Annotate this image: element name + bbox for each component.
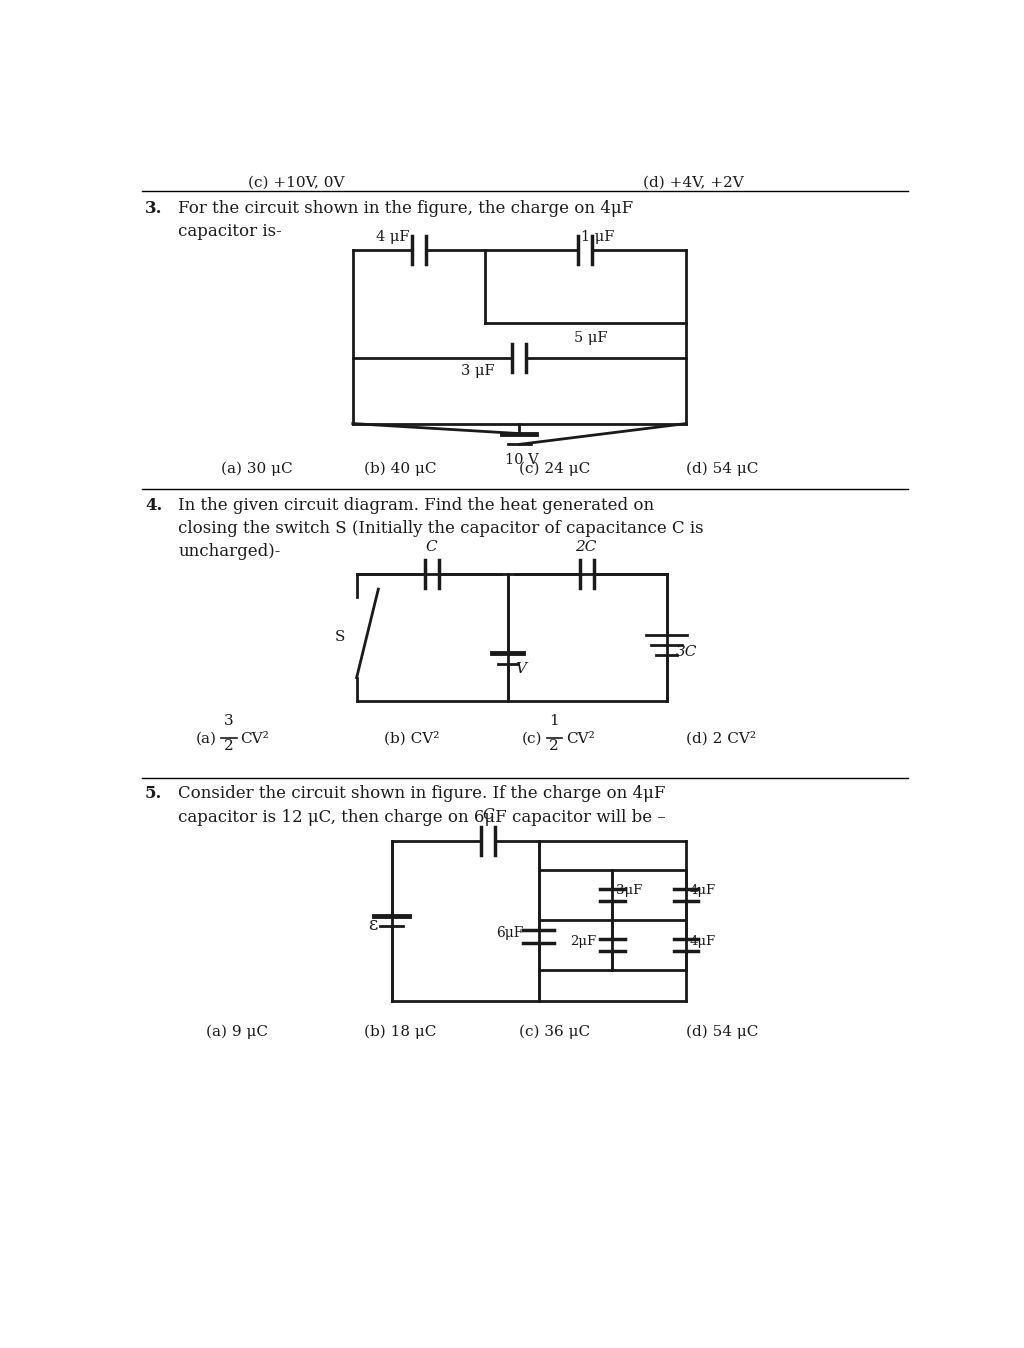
Text: (d) 54 μC: (d) 54 μC: [686, 462, 759, 476]
Text: (b) CV²: (b) CV²: [384, 732, 439, 745]
Text: 3.: 3.: [145, 201, 163, 217]
Text: uncharged)-: uncharged)-: [178, 543, 281, 559]
Text: CV²: CV²: [566, 732, 595, 745]
Text: 5.: 5.: [145, 786, 163, 802]
Text: capacitor is-: capacitor is-: [178, 224, 283, 240]
Text: 3μF: 3μF: [616, 884, 642, 898]
Text: (a): (a): [197, 732, 217, 745]
Text: 3: 3: [224, 713, 233, 728]
Text: (a) 30 μC: (a) 30 μC: [221, 462, 293, 476]
Text: ε: ε: [369, 915, 378, 934]
Text: 2: 2: [549, 739, 559, 754]
Text: S: S: [335, 630, 345, 644]
Text: (c): (c): [521, 732, 542, 745]
Text: 4 μF: 4 μF: [376, 231, 410, 244]
Text: (d) 2 CV²: (d) 2 CV²: [686, 732, 756, 745]
Text: V: V: [515, 662, 526, 677]
Text: (d) 54 μC: (d) 54 μC: [686, 1024, 759, 1038]
Text: 4μF: 4μF: [690, 934, 716, 948]
Text: 2μF: 2μF: [569, 934, 596, 948]
Text: 6μF: 6μF: [496, 926, 523, 940]
Text: 4.: 4.: [145, 496, 163, 514]
Text: (a) 9 μC: (a) 9 μC: [206, 1024, 267, 1038]
Text: 3 μF: 3 μF: [461, 364, 495, 379]
Text: Consider the circuit shown in figure. If the charge on 4μF: Consider the circuit shown in figure. If…: [178, 786, 666, 802]
Text: 2C: 2C: [575, 541, 597, 554]
Text: C: C: [482, 807, 494, 822]
Text: 5 μF: 5 μF: [573, 332, 607, 345]
Text: (b) 40 μC: (b) 40 μC: [365, 462, 437, 476]
Text: 3C: 3C: [676, 644, 697, 659]
Text: 4μF: 4μF: [690, 884, 716, 898]
Text: (c) 36 μC: (c) 36 μC: [519, 1024, 591, 1038]
Text: (b) 18 μC: (b) 18 μC: [365, 1024, 437, 1038]
Text: closing the switch S (Initially the capacitor of capacitance C is: closing the switch S (Initially the capa…: [178, 520, 705, 537]
Text: CV²: CV²: [241, 732, 269, 745]
Text: 10 V: 10 V: [506, 453, 540, 466]
Text: (c) +10V, 0V: (c) +10V, 0V: [248, 175, 345, 190]
Text: (c) 24 μC: (c) 24 μC: [519, 462, 591, 476]
Text: capacitor is 12 μC, then charge on 6μF capacitor will be –: capacitor is 12 μC, then charge on 6μF c…: [178, 809, 667, 825]
Text: In the given circuit diagram. Find the heat generated on: In the given circuit diagram. Find the h…: [178, 496, 654, 514]
Text: (d) +4V, +2V: (d) +4V, +2V: [643, 175, 744, 190]
Text: 1 μF: 1 μF: [582, 231, 614, 244]
Text: 2: 2: [224, 739, 233, 754]
Text: C: C: [426, 541, 437, 554]
Text: For the circuit shown in the figure, the charge on 4μF: For the circuit shown in the figure, the…: [178, 201, 634, 217]
Text: 1: 1: [549, 713, 559, 728]
